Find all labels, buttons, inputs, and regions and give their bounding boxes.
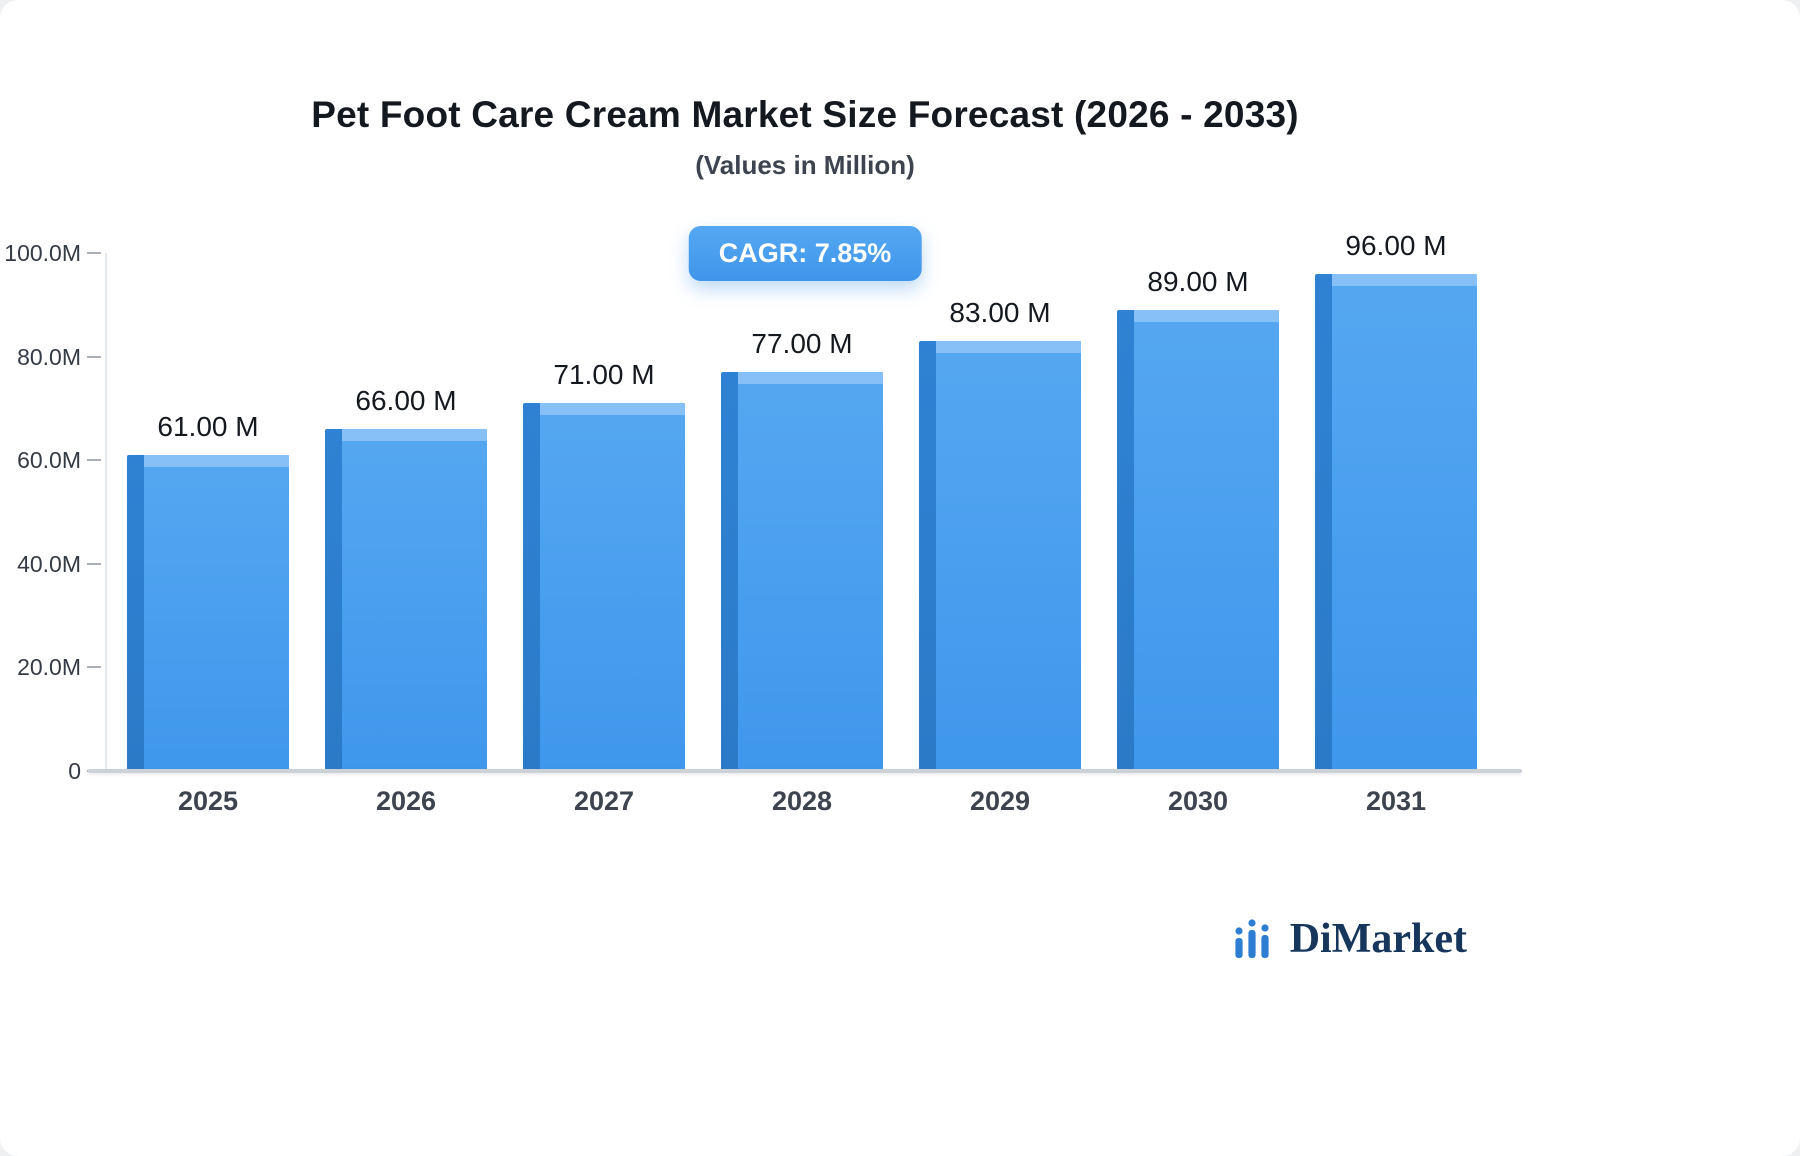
y-axis-label: 0 (68, 758, 81, 784)
bar-value-label: 83.00 M (949, 297, 1051, 328)
y-axis-label: 20.0M (17, 654, 81, 681)
y-axis-label: 80.0M (17, 343, 81, 370)
x-axis-label-2029: 2029 (969, 786, 1031, 816)
bar-face (1134, 310, 1279, 771)
bar-value-label: 96.00 M (1345, 230, 1447, 261)
logo-text: DiMarket (1289, 916, 1467, 962)
y-axis-tick (87, 562, 101, 565)
y-axis-label: 100.0M (4, 240, 81, 266)
bar-2028: 77.00 M (721, 328, 883, 771)
y-axis-label: 60.0M (17, 447, 81, 474)
bar-top-highlight (144, 455, 289, 467)
y-axis-tick (87, 355, 101, 358)
bar-side-shade (523, 403, 540, 771)
y-axis-line (105, 253, 107, 771)
bar-value-label: 66.00 M (355, 385, 457, 416)
bar-side-shade (1117, 310, 1134, 771)
bar-side-shade (721, 372, 738, 771)
bar-side-shade (127, 455, 144, 771)
bar-value-label: 71.00 M (553, 359, 655, 390)
bar-2026: 66.00 M (325, 385, 487, 771)
cagr-badge: CAGR: 7.85% (688, 226, 922, 281)
bar-top-highlight (738, 372, 883, 384)
x-axis-label-2027: 2027 (573, 786, 635, 816)
bar-top-highlight (342, 429, 487, 441)
chart-title: Pet Foot Care Cream Market Size Forecast… (311, 94, 1299, 135)
bar-side-shade (1315, 274, 1332, 771)
bar-2030: 89.00 M (1117, 266, 1279, 771)
bar-top-highlight (1332, 274, 1477, 286)
bar-2031: 96.00 M (1315, 230, 1477, 771)
y-axis-label: 40.0M (17, 550, 81, 577)
x-axis-line (88, 769, 1522, 773)
bar-top-highlight (936, 341, 1081, 353)
bar-side-shade (919, 341, 936, 771)
bar-2029: 83.00 M (919, 297, 1081, 771)
y-axis-tick (87, 459, 101, 462)
bar-face (342, 429, 487, 771)
bar-face (738, 372, 883, 771)
bar-value-label: 89.00 M (1147, 266, 1249, 297)
chart-subtitle: (Values in Million) (695, 150, 915, 180)
x-axis-label-2031: 2031 (1365, 786, 1427, 816)
brand-logo: DiMarket (1232, 914, 1467, 960)
bar-side-shade (325, 429, 342, 771)
plot-area: 61.00 M 66.00 M 71.00 M 77.00 M 83.00 M 89.00… (105, 230, 1520, 771)
bar-face (936, 341, 1081, 771)
bar-value-label: 61.00 M (157, 411, 259, 442)
bar-face (144, 455, 289, 771)
x-axis: 2025 2026 2027 2028 2029 2030 2031 (105, 786, 1520, 826)
bar-face (1332, 274, 1477, 771)
y-axis: 0 20.0M 40.0M 60.0M 80.0M 100.0M (0, 240, 105, 784)
logo-icon (1235, 919, 1269, 958)
bar-face (540, 403, 685, 771)
x-axis-label-2030: 2030 (1167, 786, 1229, 816)
bar-2027: 71.00 M (523, 359, 685, 771)
bar-top-highlight (1134, 310, 1279, 322)
x-axis-label-2025: 2025 (177, 786, 239, 816)
bar-value-label: 77.00 M (751, 328, 853, 359)
x-axis-label-2026: 2026 (375, 786, 437, 816)
x-axis-label-2028: 2028 (771, 786, 833, 816)
y-axis-tick (87, 252, 101, 254)
bar-2025: 61.00 M (127, 411, 289, 771)
y-axis-tick (87, 666, 101, 669)
bar-top-highlight (540, 403, 685, 415)
chart-header: Pet Foot Care Cream Market Size Forecast… (0, 0, 1610, 181)
